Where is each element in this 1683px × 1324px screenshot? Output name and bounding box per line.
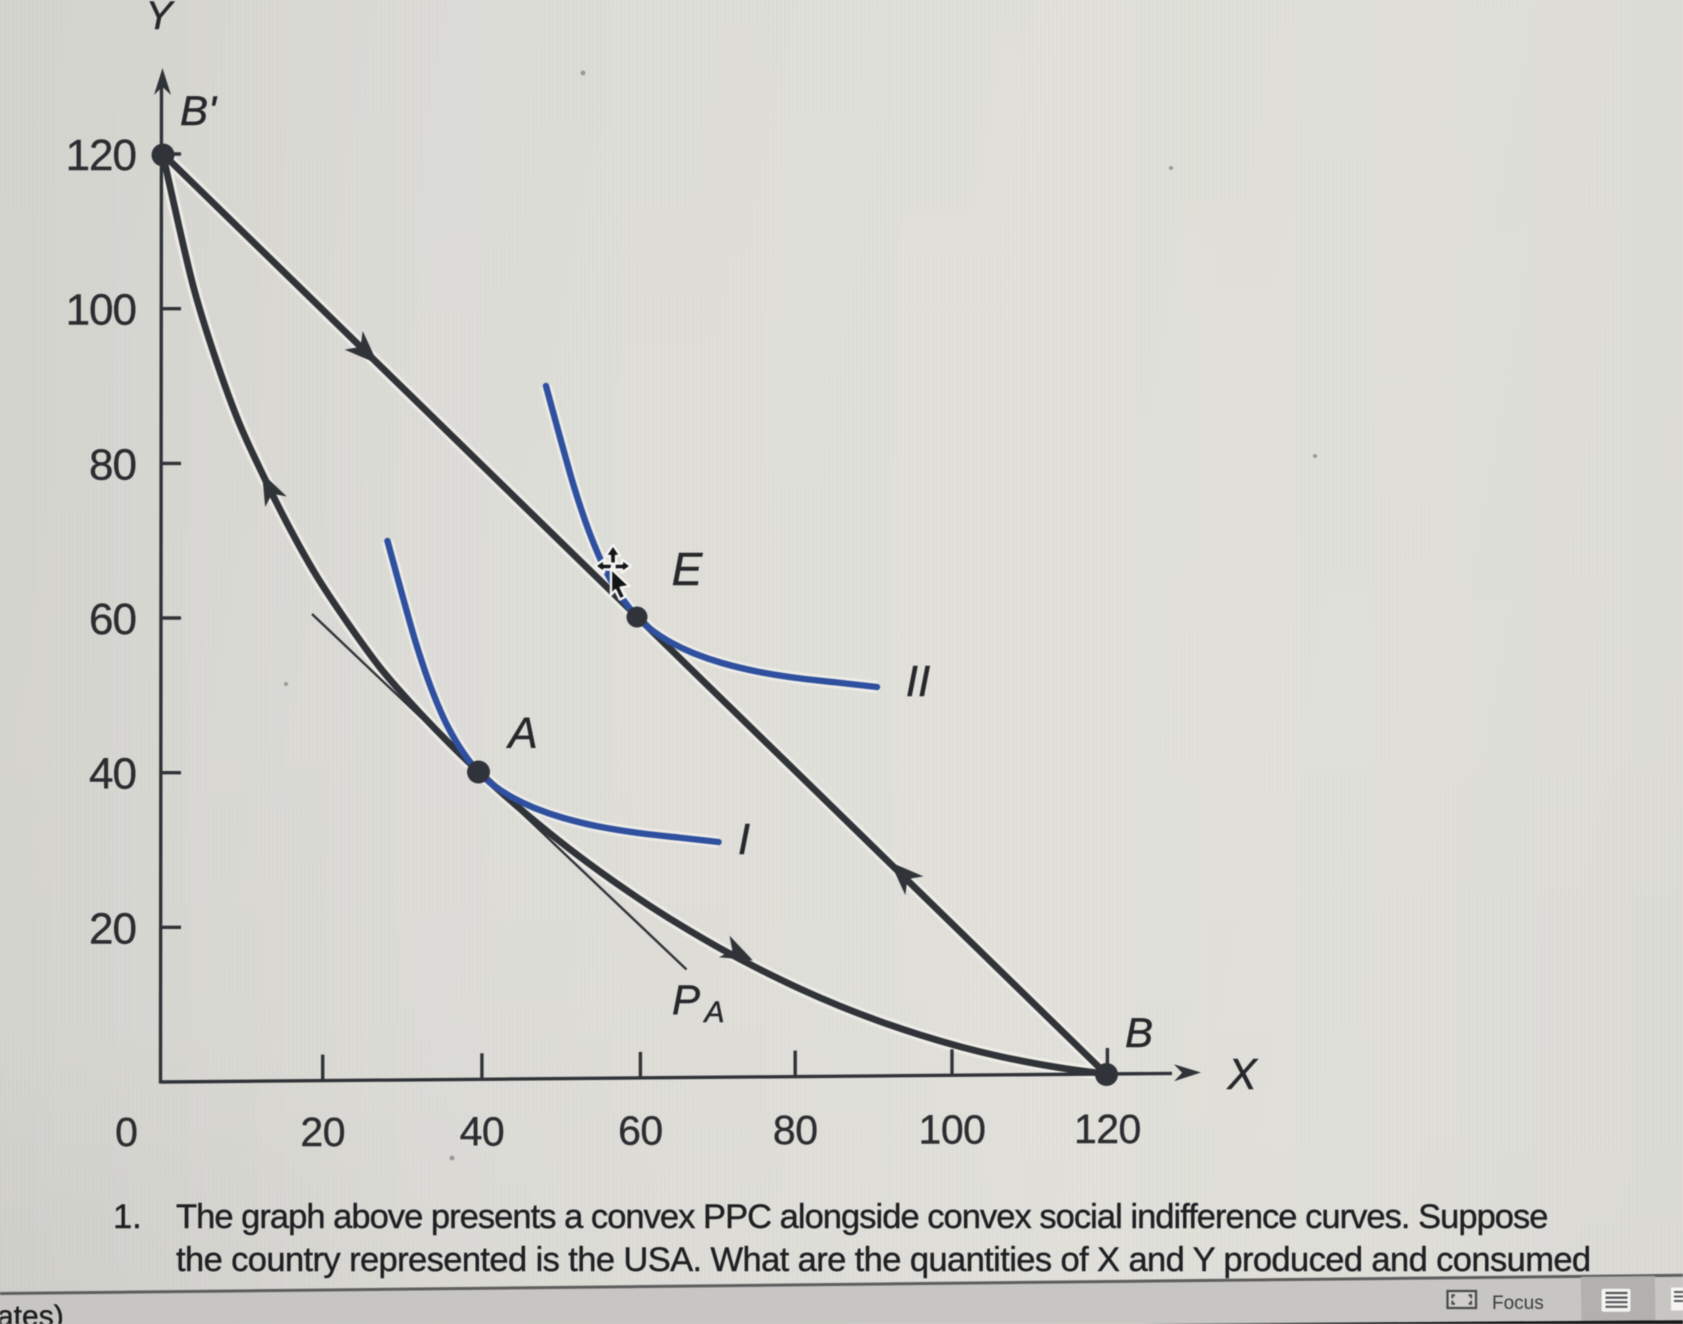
svg-text:ates): ates) [0,1300,64,1324]
svg-text:80: 80 [773,1107,818,1153]
svg-text:B': B' [180,87,218,134]
svg-text:The graph above presents a con: The graph above presents a convex PPC al… [176,1198,1548,1236]
svg-text:the country represented is the: the country represented is the USA. What… [176,1241,1591,1279]
svg-text:II: II [906,657,930,706]
svg-text:100: 100 [66,286,136,335]
svg-text:60: 60 [618,1108,663,1154]
svg-text:20: 20 [89,904,136,953]
svg-text:120: 120 [1074,1106,1141,1152]
svg-text:40: 40 [460,1108,505,1154]
svg-text:Y: Y [146,0,176,38]
svg-text:B: B [1125,1009,1153,1056]
svg-text:Focus: Focus [1492,1293,1544,1314]
svg-text:A: A [702,996,724,1029]
svg-text:0: 0 [115,1109,137,1155]
svg-text:1.: 1. [113,1198,142,1236]
svg-text:80: 80 [89,440,136,489]
svg-text:E: E [672,543,704,595]
svg-text:40: 40 [89,750,136,799]
svg-text:60: 60 [89,595,136,644]
svg-text:P: P [672,976,700,1023]
svg-text:120: 120 [66,131,136,180]
svg-text:100: 100 [919,1107,986,1153]
svg-text:A: A [505,709,537,758]
svg-text:I: I [738,815,750,864]
svg-text:X: X [1226,1050,1258,1099]
svg-text:20: 20 [300,1109,345,1155]
